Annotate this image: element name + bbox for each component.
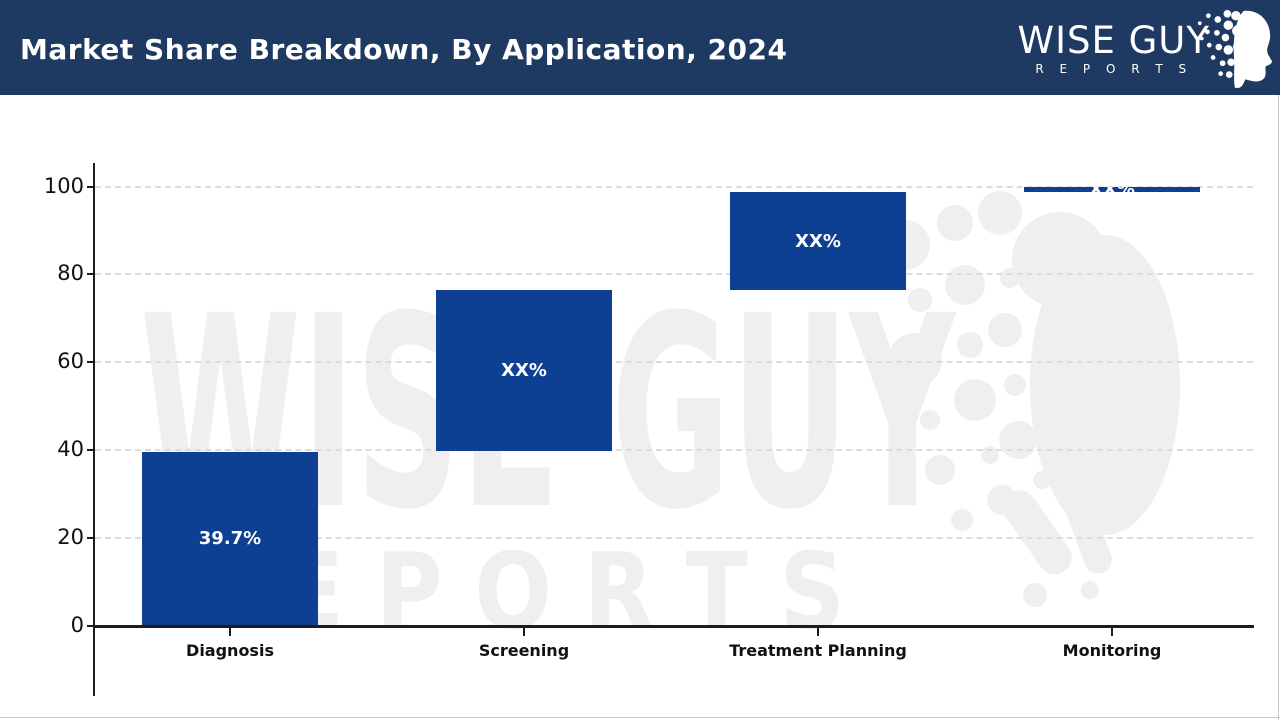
image-bottom-border bbox=[0, 717, 1280, 718]
brand-logo-text: WISE GUY R E P O R T S bbox=[1018, 22, 1210, 75]
x-tick-monitoring bbox=[1111, 628, 1113, 636]
brand-logo: WISE GUY R E P O R T S bbox=[1018, 4, 1272, 92]
y-tick-label-40: 40 bbox=[57, 437, 84, 462]
y-tick-label-0: 0 bbox=[70, 613, 84, 637]
y-tick-100 bbox=[87, 185, 94, 188]
x-axis-label-treatment-planning: Treatment Planning bbox=[729, 641, 907, 660]
y-tick-label-100: 100 bbox=[43, 173, 84, 198]
wiseguy-head-icon bbox=[1197, 10, 1272, 88]
gridline-100 bbox=[95, 185, 1253, 188]
x-axis-label-diagnosis: Diagnosis bbox=[186, 641, 274, 660]
bar-label-treatment-planning: XX% bbox=[795, 230, 841, 252]
image-right-border bbox=[1278, 95, 1279, 720]
chart-area: WISE GUY R E P O R T S bbox=[0, 95, 1280, 720]
x-tick-treatment-planning bbox=[817, 628, 819, 636]
y-tick-label-80: 80 bbox=[57, 261, 84, 286]
gridline-60 bbox=[95, 361, 1253, 364]
y-tick-40 bbox=[87, 449, 94, 452]
bar-diagnosis: 39.7% bbox=[142, 451, 318, 626]
y-tick-label-60: 60 bbox=[57, 349, 84, 374]
header: Market Share Breakdown, By Application, … bbox=[0, 0, 1280, 95]
y-axis-line bbox=[93, 163, 95, 696]
gridline-80 bbox=[95, 273, 1253, 276]
gridline-40 bbox=[95, 449, 1253, 452]
x-axis-label-monitoring: Monitoring bbox=[1062, 641, 1162, 660]
watermark-head-icon bbox=[880, 191, 1180, 607]
brand-name: WISE GUY bbox=[1017, 18, 1210, 62]
x-tick-diagnosis bbox=[229, 628, 231, 636]
x-axis-label-screening: Screening bbox=[478, 641, 570, 660]
y-tick-20 bbox=[87, 537, 94, 540]
x-axis-line bbox=[93, 625, 1254, 628]
bar-label-diagnosis: 39.7% bbox=[198, 528, 262, 550]
bar-monitoring: XX% bbox=[1024, 186, 1200, 193]
gridline-20 bbox=[95, 537, 1253, 540]
y-tick-label-20: 20 bbox=[57, 525, 84, 550]
bar-label-monitoring: XX% bbox=[1089, 187, 1135, 193]
chart-title: Market Share Breakdown, By Application, … bbox=[20, 33, 788, 66]
y-tick-80 bbox=[87, 273, 94, 276]
brand-subname: R E P O R T S bbox=[1035, 61, 1193, 76]
x-tick-screening bbox=[523, 628, 525, 636]
bar-screening: XX% bbox=[436, 290, 612, 452]
bar-treatment-planning: XX% bbox=[730, 192, 906, 291]
bar-label-screening: XX% bbox=[501, 360, 547, 382]
y-tick-60 bbox=[87, 361, 94, 364]
y-tick-0 bbox=[87, 625, 94, 627]
